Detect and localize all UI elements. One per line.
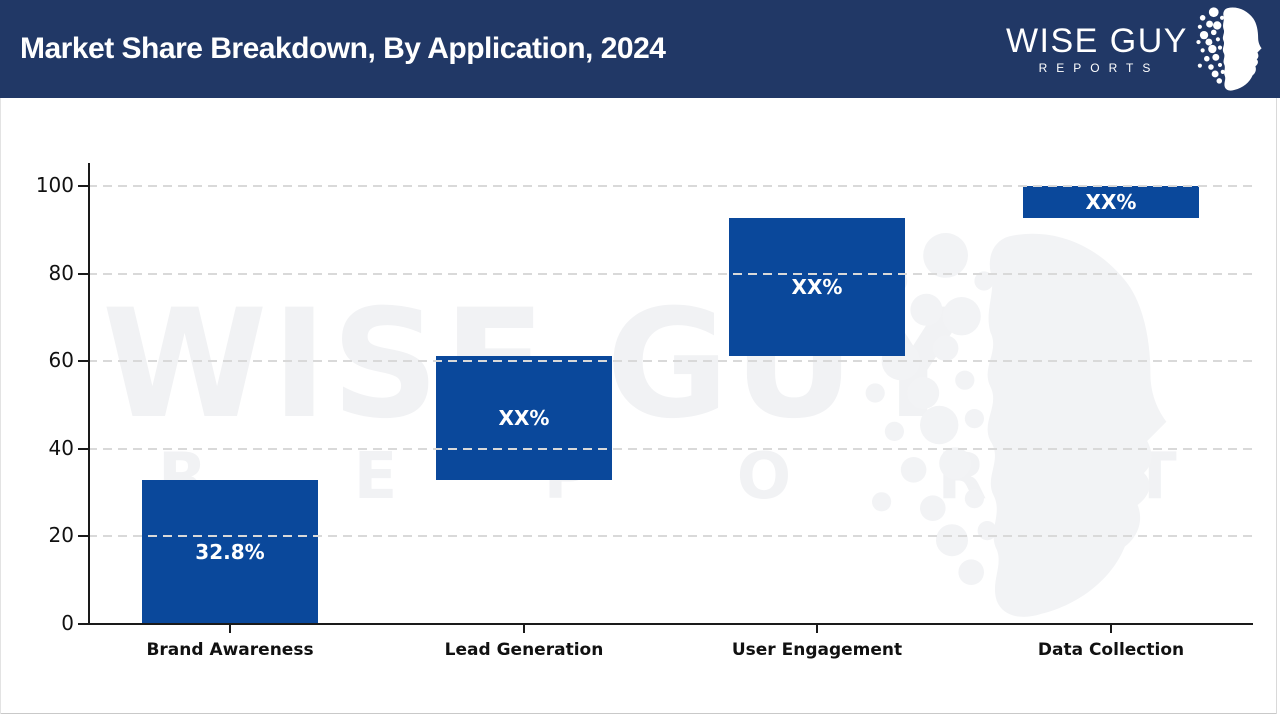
x-tick-4 [1110,624,1112,633]
y-tick-label-80: 80 [48,260,74,285]
bar-data-collection [1023,186,1199,218]
y-tick-60 [78,360,88,363]
x-category-label: Brand Awareness [146,640,314,660]
y-tick-label-100: 100 [35,173,74,197]
frame-line-bottom [0,713,1277,714]
x-tick-2 [523,624,525,633]
brand-head-icon [1192,6,1266,92]
bar-value-label: XX% [791,274,843,299]
x-tick-1 [229,624,231,633]
gridline-40 [88,447,1253,450]
bar-brand-awareness [142,480,318,624]
y-tick-label-20: 20 [48,523,74,548]
x-category-label: Data Collection [1037,640,1185,660]
frame-line-left [0,98,1,714]
frame-line-right [1276,98,1277,714]
y-tick-label-40: 40 [48,435,74,460]
y-tick-label-0: 0 [61,611,74,635]
bar-value-label: 32.8% [195,540,265,565]
gridline-20 [88,535,1253,538]
gridline-60 [88,360,1253,363]
brand-logo: WISE GUY REPORTS [1006,6,1266,92]
y-tick-40 [78,447,88,450]
y-tick-0 [78,623,88,625]
y-tick-20 [78,535,88,538]
gridline-80 [88,272,1253,275]
x-category-label: User Engagement [731,640,903,660]
brand-name: WISE GUY [1005,22,1188,60]
header: Market Share Breakdown, By Application, … [0,0,1280,98]
bar-lead-generation [436,355,612,481]
page-title: Market Share Breakdown, By Application, … [20,32,666,65]
brand-logo-text: WISE GUY REPORTS [1006,23,1188,75]
brand-subtitle: REPORTS [1038,61,1160,75]
x-axis-line [88,623,1253,625]
bar-value-label: XX% [1085,189,1137,214]
y-tick-label-60: 60 [48,348,74,373]
x-category-label: Lead Generation [444,640,604,660]
y-tick-80 [78,272,88,275]
y-tick-100 [78,185,88,187]
bar-user-engagement [729,217,905,356]
gridline-100 [88,185,1253,187]
bar-value-label: XX% [498,406,550,431]
x-tick-3 [816,624,818,633]
y-axis-line [88,163,90,625]
